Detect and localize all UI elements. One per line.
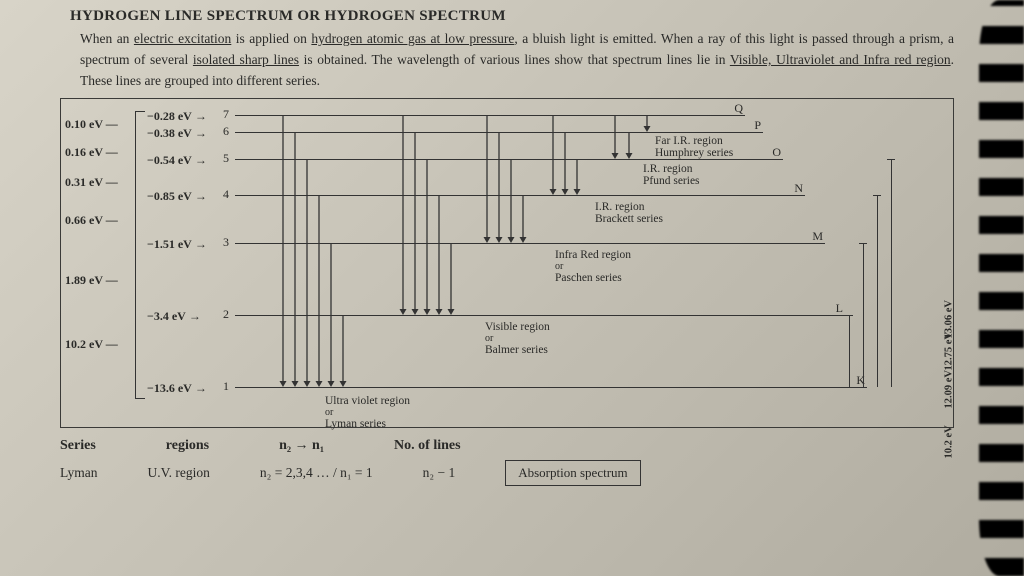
energy-level-diagram: 0.10 eV — 0.16 eV — 0.31 eV — 0.66 eV — 1.89… [60, 98, 954, 428]
ionization-bar [891, 159, 892, 387]
underline-phrase: Visible, Ultraviolet and Infra red regio… [730, 52, 951, 67]
table-row: Lyman U.V. region n₂ = 2,3,4 … / n₁ = 1 … [30, 454, 964, 486]
cell-transition: n₂ = 2,3,4 … / n₁ = 1 [260, 465, 373, 481]
ionization-bar [849, 315, 850, 387]
energy-value: −3.4 eV→ [147, 309, 201, 324]
gap-label: 1.89 eV — [65, 273, 118, 288]
col-regions: regions [166, 438, 209, 454]
energy-levels: 7Q6P5O4N3M2L1KFar I.R. regionHumphrey se… [235, 109, 943, 419]
shell-letter: L [836, 301, 843, 316]
cell-numlines: n₂ − 1 [423, 465, 456, 481]
series-label: I.R. regionPfund series [643, 163, 700, 188]
series-label: Infra Red regionorPaschen series [555, 249, 631, 285]
gap-label: 10.2 eV — [65, 337, 118, 352]
shell-letter: Q [734, 101, 743, 116]
gap-label: 0.31 eV — [65, 175, 118, 190]
shell-letter: O [772, 145, 781, 160]
cell-region: U.V. region [148, 465, 210, 481]
energy-level-line: 3M [235, 243, 825, 244]
ionization-bar [863, 243, 864, 387]
ionization-energy-label: 13.06 eV [944, 278, 955, 338]
section-title: HYDROGEN LINE SPECTRUM OR HYDROGEN SPECT… [30, 8, 964, 25]
level-number: 2 [223, 307, 229, 322]
intro-paragraph: When an electric excitation is applied o… [30, 29, 964, 92]
col-series: Series [60, 438, 96, 454]
energy-value: −0.38 eV→ [147, 126, 207, 141]
table-header-row: Series regions n₂ → n₁ No. of lines [30, 428, 964, 454]
col-numlines: No. of lines [394, 438, 461, 454]
level-number: 1 [223, 379, 229, 394]
level-number: 4 [223, 187, 229, 202]
underline-phrase: hydrogen atomic gas at low pressure [311, 31, 514, 46]
series-label: Far I.R. regionHumphrey series [655, 135, 733, 160]
gap-label: 0.16 eV — [65, 145, 118, 160]
energy-level-line: 7Q [235, 115, 745, 116]
energy-level-line: 2L [235, 315, 845, 316]
series-label: Ultra violet regionorLyman series [325, 395, 410, 431]
series-label: I.R. regionBrackett series [595, 201, 663, 226]
energy-value: −1.51 eV→ [147, 237, 207, 252]
underline-phrase: isolated sharp lines [193, 52, 299, 67]
energy-value: −0.85 eV→ [147, 189, 207, 204]
gap-label: 0.10 eV — [65, 117, 118, 132]
shell-letter: M [812, 229, 823, 244]
energy-value: −13.6 eV→ [147, 381, 207, 396]
underline-phrase: electric excitation [134, 31, 231, 46]
level-number: 6 [223, 124, 229, 139]
shell-letter: P [754, 118, 761, 133]
series-label: Visible regionorBalmer series [485, 321, 550, 357]
ionization-bar [877, 195, 878, 387]
energy-value: −0.54 eV→ [147, 153, 207, 168]
text: When an [80, 31, 134, 46]
level-number: 3 [223, 235, 229, 250]
text: is obtained. The wavelength of various l… [299, 52, 730, 67]
gap-label: 0.66 eV — [65, 213, 118, 228]
absorption-spectrum-box: Absorption spectrum [505, 460, 640, 486]
energy-level-line: 4N [235, 195, 805, 196]
shell-letter: N [794, 181, 803, 196]
level-number: 5 [223, 151, 229, 166]
level-number: 7 [223, 107, 229, 122]
energy-level-line: 1K [235, 387, 867, 388]
col-transition: n₂ → n₁ [279, 438, 324, 454]
energy-value: −0.28 eV→ [147, 109, 207, 124]
cell-series: Lyman [60, 465, 98, 481]
text: is applied on [231, 31, 311, 46]
energy-level-line: 6P [235, 132, 763, 133]
bracket-icon [135, 111, 145, 399]
